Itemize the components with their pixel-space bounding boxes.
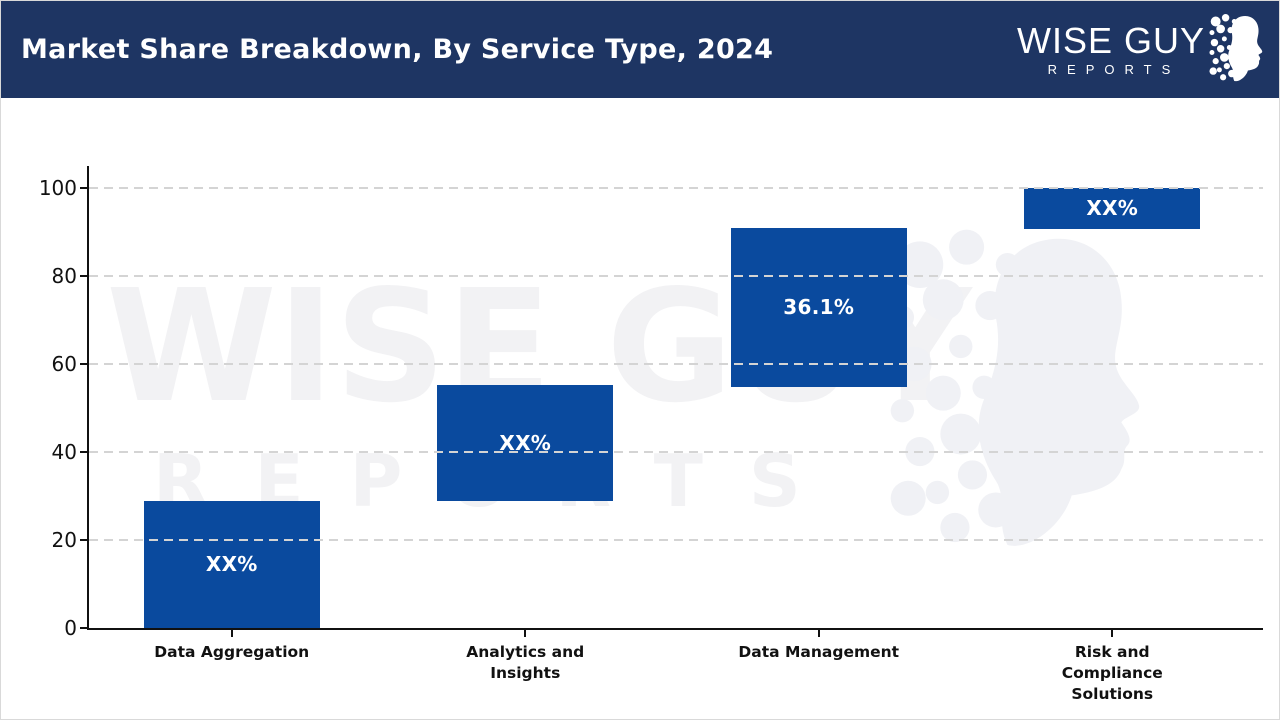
logo-subtitle: REPORTS [1047, 61, 1181, 77]
y-tick-mark [80, 539, 88, 541]
x-tick-mark [230, 628, 233, 637]
bar: XX% [1024, 188, 1201, 229]
gridline [89, 539, 1263, 541]
page-title: Market Share Breakdown, By Service Type,… [21, 34, 774, 65]
gridline [89, 363, 1263, 365]
bar-value-label: 36.1% [783, 295, 855, 320]
y-tick-mark [80, 187, 88, 189]
y-tick-mark [80, 363, 88, 365]
header-bar: Market Share Breakdown, By Service Type,… [1, 1, 1279, 98]
wise-guy-reports-logo: WISE GUY REPORTS [1017, 12, 1269, 88]
dotted-face-icon [1209, 13, 1263, 81]
y-tick-mark [80, 627, 88, 629]
y-tick-label: 20 [51, 528, 77, 552]
x-category-label: Data Management [738, 643, 900, 661]
y-tick-label: 0 [64, 616, 77, 640]
gridline [89, 451, 1263, 453]
y-tick-label: 40 [51, 440, 77, 464]
bar: 36.1% [730, 228, 907, 387]
x-tick-mark [524, 628, 527, 637]
y-tick-label: 80 [51, 264, 77, 288]
bar: XX% [437, 385, 614, 501]
gridline [89, 275, 1263, 277]
y-tick-label: 60 [51, 352, 77, 376]
bar-value-label: XX% [1086, 196, 1139, 221]
gridline [89, 187, 1263, 189]
logo-wordmark: WISE GUY [1016, 19, 1205, 61]
x-category-label: Risk and Compliance Solutions [1061, 643, 1163, 703]
y-tick-mark [80, 451, 88, 453]
logo-text: WISE GUY REPORTS [1016, 19, 1205, 77]
bar: XX% [143, 500, 320, 628]
bar-value-label: XX% [499, 430, 552, 455]
x-category-label: Analytics and Insights [466, 643, 585, 682]
x-tick-mark [1111, 628, 1114, 637]
x-category-label: Data Aggregation [154, 643, 310, 661]
y-tick-mark [80, 275, 88, 277]
y-tick-label: 100 [38, 176, 77, 200]
y-axis-line [87, 166, 89, 630]
x-axis-line [87, 628, 1263, 630]
x-tick-mark [817, 628, 820, 637]
bar-value-label: XX% [205, 552, 258, 577]
